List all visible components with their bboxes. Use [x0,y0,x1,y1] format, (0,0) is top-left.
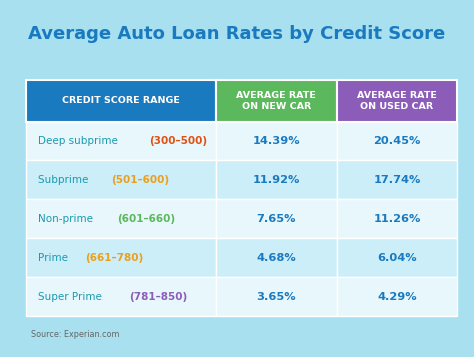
FancyBboxPatch shape [337,199,457,238]
Text: 6.04%: 6.04% [377,253,417,263]
Text: (601–660): (601–660) [117,214,175,224]
Text: Subprime: Subprime [38,175,95,185]
Text: 20.45%: 20.45% [374,136,421,146]
FancyBboxPatch shape [337,121,457,160]
Text: AVERAGE RATE
ON NEW CAR: AVERAGE RATE ON NEW CAR [237,91,316,111]
Text: Average Auto Loan Rates by Credit Score: Average Auto Loan Rates by Credit Score [28,25,446,43]
FancyBboxPatch shape [216,199,337,238]
FancyBboxPatch shape [337,238,457,277]
FancyBboxPatch shape [216,238,337,277]
FancyBboxPatch shape [216,80,337,121]
Text: AVERAGE RATE
ON USED CAR: AVERAGE RATE ON USED CAR [357,91,437,111]
FancyBboxPatch shape [216,160,337,199]
Text: 4.29%: 4.29% [377,292,417,302]
Text: 14.39%: 14.39% [253,136,300,146]
FancyBboxPatch shape [26,80,216,121]
FancyBboxPatch shape [216,121,337,160]
FancyBboxPatch shape [337,80,457,121]
Text: 11.92%: 11.92% [253,175,300,185]
FancyBboxPatch shape [26,277,216,316]
Text: 4.68%: 4.68% [256,253,296,263]
Text: Deep subprime: Deep subprime [38,136,124,146]
Text: (781–850): (781–850) [129,292,187,302]
FancyBboxPatch shape [26,160,216,199]
Text: CREDIT SCORE RANGE: CREDIT SCORE RANGE [62,96,180,105]
FancyBboxPatch shape [26,121,216,160]
Text: 17.74%: 17.74% [374,175,421,185]
Text: 11.26%: 11.26% [374,214,421,224]
FancyBboxPatch shape [216,277,337,316]
Text: Non-prime: Non-prime [38,214,100,224]
Text: (501–600): (501–600) [111,175,169,185]
FancyBboxPatch shape [26,199,216,238]
Text: Prime: Prime [38,253,74,263]
Text: (661–780): (661–780) [85,253,143,263]
Text: Source: Experian.com: Source: Experian.com [31,330,119,339]
FancyBboxPatch shape [337,277,457,316]
Text: (300–500): (300–500) [149,136,208,146]
Text: 7.65%: 7.65% [256,214,296,224]
FancyBboxPatch shape [337,160,457,199]
FancyBboxPatch shape [26,238,216,277]
Text: 3.65%: 3.65% [256,292,296,302]
Text: Super Prime: Super Prime [38,292,108,302]
